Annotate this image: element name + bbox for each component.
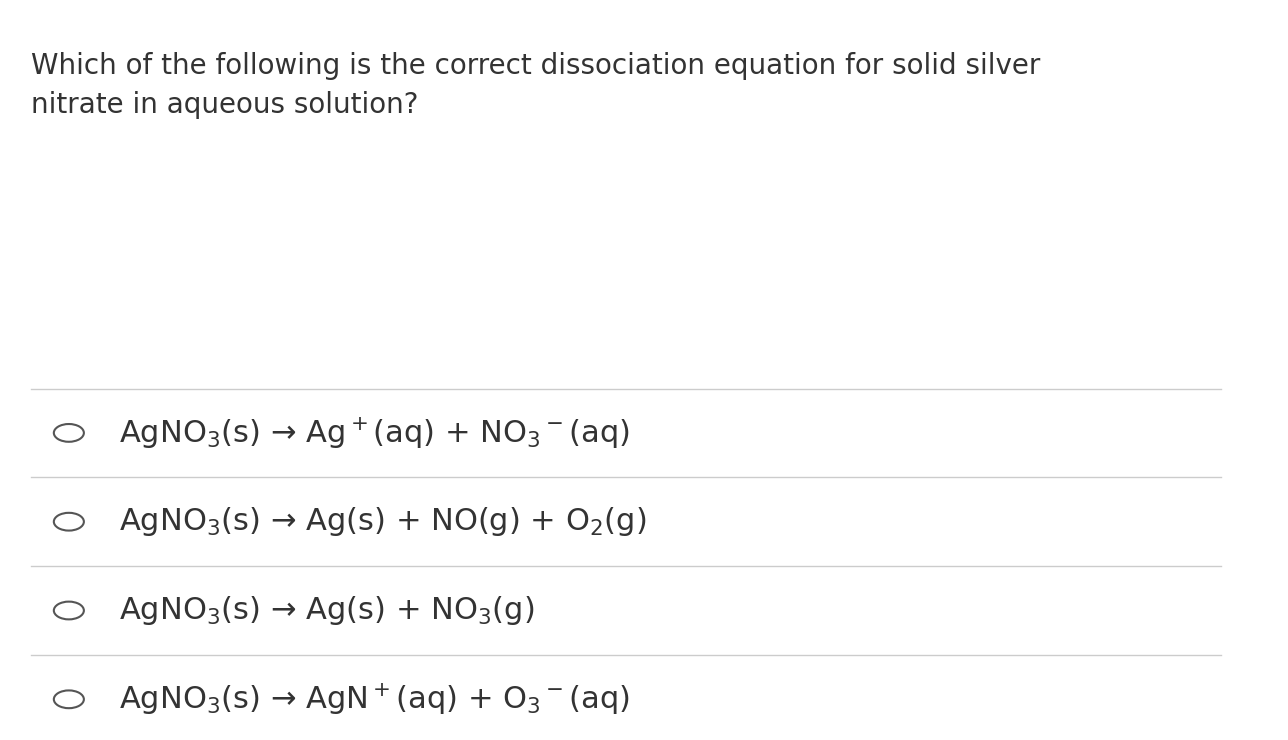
Text: Which of the following is the correct dissociation equation for solid silver
nit: Which of the following is the correct di… — [31, 52, 1041, 119]
Text: AgNO$_3$(s) → Ag$^+$(aq) + NO$_3$$^-$(aq): AgNO$_3$(s) → Ag$^+$(aq) + NO$_3$$^-$(aq… — [118, 415, 630, 451]
Text: AgNO$_3$(s) → AgN$^+$(aq) + O$_3$$^-$(aq): AgNO$_3$(s) → AgN$^+$(aq) + O$_3$$^-$(aq… — [118, 682, 630, 717]
Text: AgNO$_3$(s) → Ag(s) + NO$_3$(g): AgNO$_3$(s) → Ag(s) + NO$_3$(g) — [118, 594, 535, 627]
Text: AgNO$_3$(s) → Ag(s) + NO(g) + O$_2$(g): AgNO$_3$(s) → Ag(s) + NO(g) + O$_2$(g) — [118, 505, 647, 538]
